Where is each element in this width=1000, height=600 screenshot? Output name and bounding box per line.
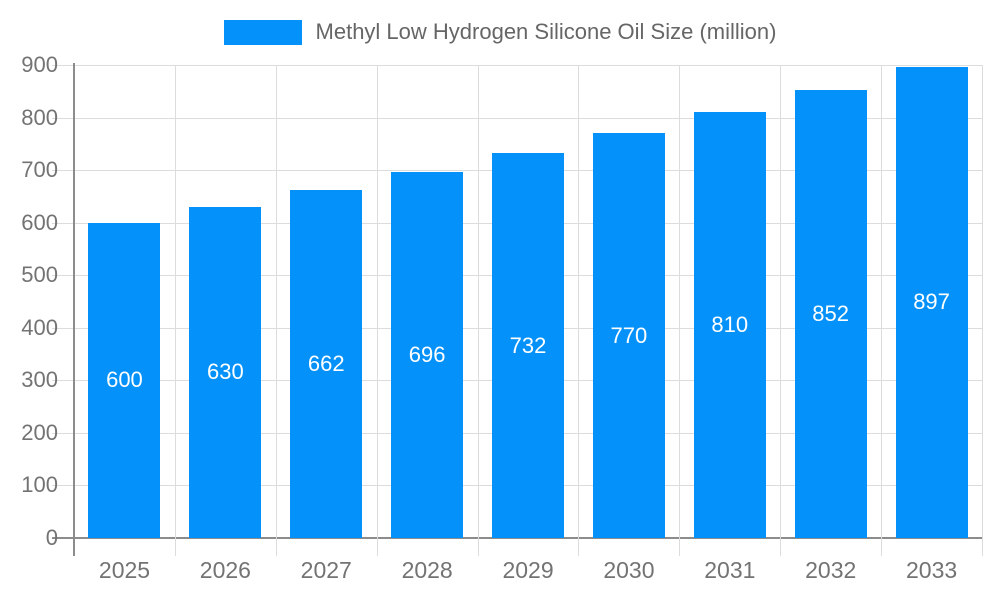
y-axis-tick-label: 500 bbox=[21, 262, 58, 288]
bar-value-label: 600 bbox=[106, 367, 143, 393]
y-axis-tick-label: 900 bbox=[21, 52, 58, 77]
x-axis-tick-label: 2031 bbox=[704, 557, 756, 583]
bar-value-label: 852 bbox=[812, 301, 850, 327]
bar-2028: 696 bbox=[391, 172, 464, 538]
x-axis-tick-label: 2033 bbox=[906, 557, 958, 583]
v-gridline bbox=[477, 65, 479, 556]
bar-value-label: 662 bbox=[307, 351, 345, 377]
bar-value-label: 770 bbox=[610, 322, 648, 348]
bar-2026: 630 bbox=[189, 206, 262, 538]
bar-2025: 600 bbox=[88, 222, 161, 538]
y-axis-tick-label: 0 bbox=[45, 525, 58, 550]
v-gridline bbox=[275, 65, 277, 556]
y-axis-tick-label: 400 bbox=[21, 314, 58, 340]
x-axis-tick-label: 2029 bbox=[502, 557, 554, 583]
y-axis-tick-label: 700 bbox=[21, 157, 58, 183]
y-axis-tick-label: 100 bbox=[21, 472, 58, 498]
bar-2027: 662 bbox=[290, 190, 363, 538]
x-axis-tick-label: 2027 bbox=[300, 557, 352, 583]
x-axis-line bbox=[52, 537, 982, 539]
h-gridline bbox=[52, 117, 982, 119]
y-axis-tick-label: 300 bbox=[21, 367, 58, 393]
bar-2033: 897 bbox=[895, 66, 968, 538]
bar-value-label: 630 bbox=[206, 359, 244, 385]
bar-2030: 770 bbox=[592, 133, 665, 538]
x-axis-tick-label: 2026 bbox=[199, 557, 251, 583]
legend-swatch bbox=[223, 19, 302, 45]
v-gridline bbox=[881, 65, 883, 556]
x-axis-tick-label: 2028 bbox=[401, 557, 453, 583]
bar-2029: 732 bbox=[492, 153, 564, 538]
y-axis-tick-label: 800 bbox=[21, 104, 58, 130]
bar-2032: 852 bbox=[794, 90, 867, 538]
v-gridline bbox=[679, 65, 681, 556]
v-gridline bbox=[376, 65, 378, 556]
v-gridline bbox=[982, 65, 983, 556]
y-axis-tick-label: 200 bbox=[21, 419, 58, 445]
bar-value-label: 732 bbox=[509, 332, 547, 358]
y-axis-tick-label: 600 bbox=[21, 209, 58, 235]
y-axis-line bbox=[73, 63, 75, 556]
chart-legend[interactable]: Methyl Low Hydrogen Silicone Oil Size (m… bbox=[0, 16, 1000, 48]
legend-label: Methyl Low Hydrogen Silicone Oil Size (m… bbox=[315, 19, 777, 44]
x-axis-tick-label: 2030 bbox=[603, 557, 655, 583]
v-gridline bbox=[174, 65, 176, 556]
h-gridline bbox=[52, 65, 982, 66]
bar-2031: 810 bbox=[693, 112, 766, 538]
bar-value-label: 696 bbox=[408, 342, 446, 368]
x-axis-tick-label: 2025 bbox=[98, 557, 151, 583]
v-gridline bbox=[780, 65, 782, 556]
bar-value-label: 810 bbox=[711, 312, 749, 338]
x-axis-tick-label: 2032 bbox=[805, 557, 857, 583]
bar-value-label: 897 bbox=[913, 289, 950, 315]
v-gridline bbox=[578, 65, 580, 556]
